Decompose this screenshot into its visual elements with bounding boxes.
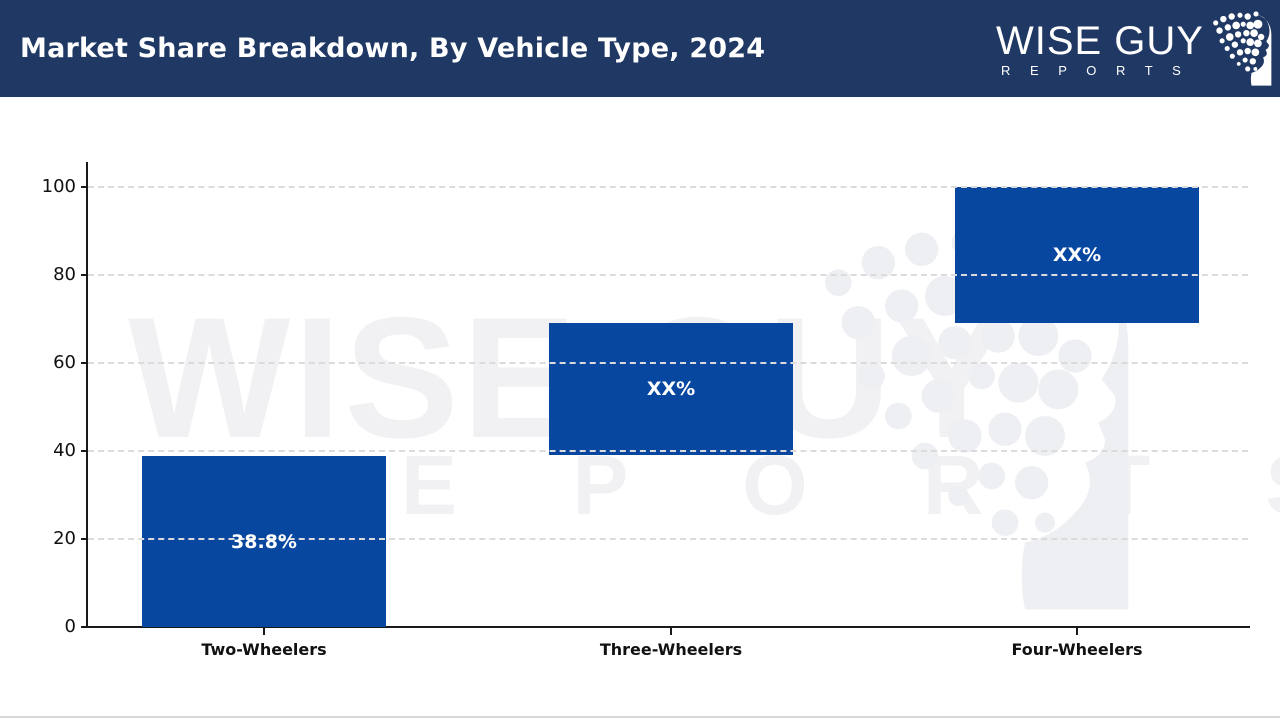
x-category-label: Three-Wheelers: [599, 640, 743, 659]
bar-value-label: XX%: [646, 378, 696, 401]
page-title: Market Share Breakdown, By Vehicle Type,…: [20, 33, 766, 64]
x-axis-spine: [86, 626, 1250, 628]
bar: [955, 187, 1199, 324]
gridline: [88, 450, 1248, 452]
gridline: [88, 538, 1248, 540]
y-tick: [81, 626, 88, 628]
y-tick-label: 100: [41, 176, 76, 197]
wise-guy-logo: WISE GUY R E P O R T S: [996, 10, 1272, 87]
gridline: [88, 362, 1248, 364]
y-tick-label: 40: [53, 440, 76, 461]
y-tick: [81, 538, 88, 540]
logo-wordmark: WISE GUY: [995, 18, 1204, 63]
y-tick-label: 0: [64, 616, 76, 637]
x-category-label: Four-Wheelers: [1011, 640, 1143, 659]
bar: [549, 323, 793, 456]
gridline: [88, 274, 1248, 276]
bar-value-label: 38.8%: [231, 530, 297, 553]
y-tick: [81, 450, 88, 452]
y-tick: [81, 362, 88, 364]
y-axis-spine: [86, 162, 88, 628]
header: Market Share Breakdown, By Vehicle Type,…: [0, 0, 1280, 97]
x-tick: [1076, 628, 1078, 635]
bar: [142, 456, 386, 627]
y-tick-label: 20: [53, 528, 76, 549]
logo-text: WISE GUY R E P O R T S: [996, 20, 1204, 78]
bar-value-label: XX%: [1052, 244, 1102, 267]
y-tick: [81, 186, 88, 188]
logo-subtitle: R E P O R T S: [1000, 62, 1189, 78]
y-tick-label: 80: [53, 264, 76, 285]
y-tick-label: 60: [53, 352, 76, 373]
wise-guy-face-icon: [1213, 11, 1272, 86]
gridline: [88, 186, 1248, 188]
x-tick: [263, 628, 265, 635]
bottom-border: [0, 716, 1280, 718]
x-tick: [670, 628, 672, 635]
y-tick: [81, 274, 88, 276]
x-category-label: Two-Wheelers: [201, 640, 327, 659]
